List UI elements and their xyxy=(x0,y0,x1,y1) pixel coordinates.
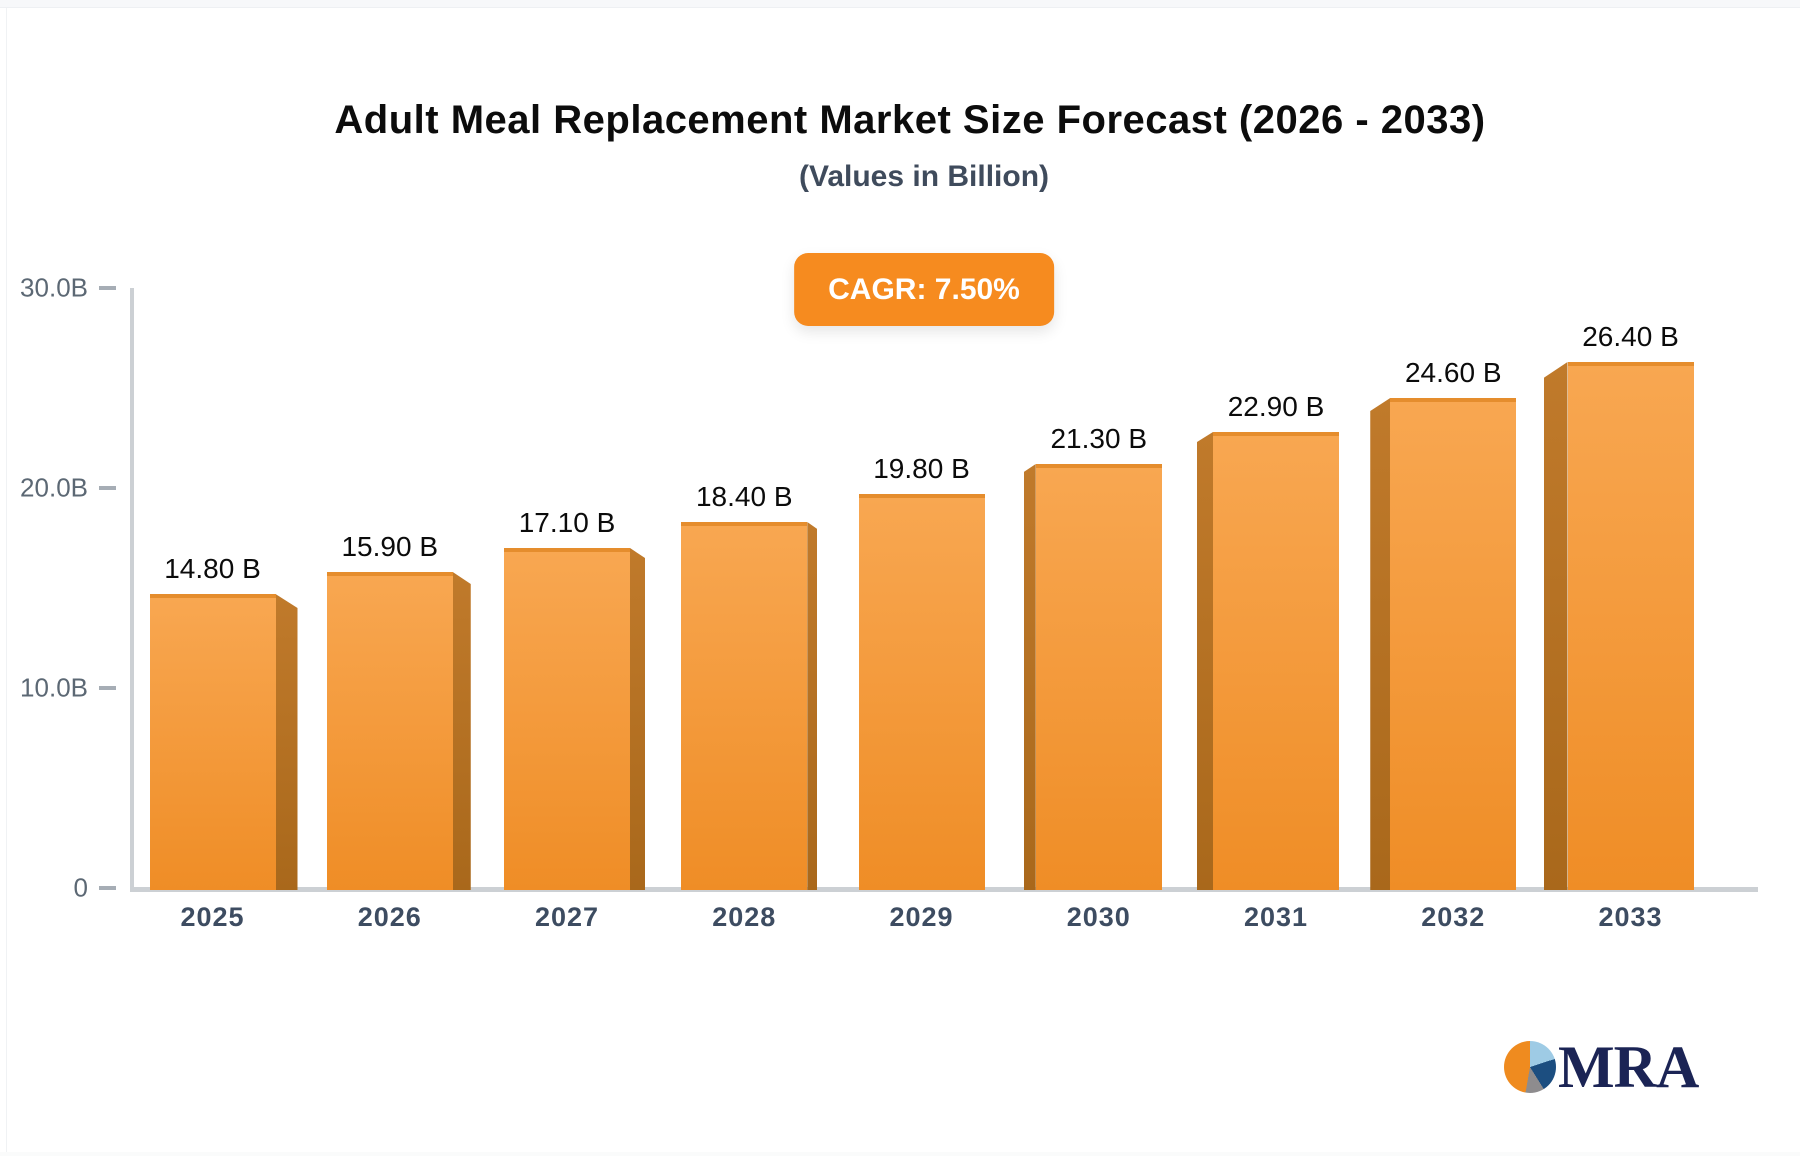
bar-front-face xyxy=(1213,432,1339,890)
bar-side-face xyxy=(1543,362,1568,890)
bar-2030: 21.30 B xyxy=(1023,423,1162,890)
y-axis-tick-mark xyxy=(99,886,116,890)
bar-value-label: 18.40 B xyxy=(695,481,793,512)
bar-side-face xyxy=(807,522,818,890)
bar-side-face xyxy=(1023,464,1036,890)
bar-2031: 22.90 B xyxy=(1197,391,1339,890)
bar-value-label: 21.30 B xyxy=(1050,423,1148,454)
cagr-badge: CAGR: 7.50% xyxy=(794,253,1054,326)
bar-side-face xyxy=(630,548,645,890)
bar-front-face xyxy=(1390,398,1517,890)
bar-side-face xyxy=(452,572,471,890)
bar-2029: 19.80 B xyxy=(858,453,985,890)
logo-text: MRA xyxy=(1558,1034,1699,1100)
x-axis-label-2030: 2030 xyxy=(1066,902,1131,932)
y-axis-tick-label: 0 xyxy=(73,872,88,903)
bar-front-face xyxy=(1035,464,1162,890)
y-axis-tick-label: 20.0B xyxy=(20,472,88,503)
bar-side-face xyxy=(1370,398,1391,890)
x-axis-label-2026: 2026 xyxy=(357,902,422,932)
x-axis-label-2031: 2031 xyxy=(1243,902,1309,932)
bar-value-label: 17.10 B xyxy=(518,507,616,538)
x-axis-label-2029: 2029 xyxy=(889,902,954,932)
x-axis-label-2025: 2025 xyxy=(180,902,245,932)
bar-front-face xyxy=(858,494,985,890)
bar-front-face xyxy=(1567,362,1694,890)
y-axis-tick-mark xyxy=(99,286,116,290)
bar-front-face xyxy=(504,548,630,890)
bar-2025: 14.80 B xyxy=(149,553,298,890)
y-axis-tick-mark xyxy=(99,686,116,690)
x-axis-label-2033: 2033 xyxy=(1598,902,1663,932)
bar-side-face xyxy=(1197,432,1213,890)
bar-side-face xyxy=(275,594,298,890)
chart-title: Adult Meal Replacement Market Size Forec… xyxy=(334,98,1486,142)
bar-value-label: 19.80 B xyxy=(873,453,970,484)
x-axis-label-2027: 2027 xyxy=(534,902,600,932)
y-axis-tick-label: 30.0B xyxy=(20,272,88,303)
bar-front-face xyxy=(681,522,808,890)
page-left-edge xyxy=(6,8,7,1156)
bar-2033: 26.40 B xyxy=(1543,321,1694,890)
bar-value-label: 24.60 B xyxy=(1404,357,1502,388)
bar-value-label: 26.40 B xyxy=(1582,321,1679,352)
chart-subtitle: (Values in Billion) xyxy=(798,160,1050,193)
page-bottom-strip xyxy=(0,1152,1800,1156)
y-axis-tick-mark xyxy=(99,486,116,490)
bar-front-face xyxy=(149,594,276,890)
x-axis-label-2028: 2028 xyxy=(712,902,777,932)
bar-value-label: 22.90 B xyxy=(1227,391,1325,422)
y-axis-line xyxy=(130,288,134,892)
bar-value-label: 14.80 B xyxy=(164,553,261,584)
pie-chart-logo-icon xyxy=(1504,1041,1556,1093)
bar-2027: 17.10 B xyxy=(504,507,645,890)
bar-2028: 18.40 B xyxy=(681,481,818,890)
bar-value-label: 15.90 B xyxy=(341,531,439,562)
mra-logo: MRA xyxy=(1504,1034,1699,1100)
bar-front-face xyxy=(326,572,453,890)
y-axis-tick-label: 10.0B xyxy=(20,672,88,703)
bar-2026: 15.90 B xyxy=(326,531,471,890)
page-top-strip xyxy=(0,0,1800,8)
bar-2032: 24.60 B xyxy=(1370,357,1517,890)
x-axis-label-2032: 2032 xyxy=(1421,902,1486,932)
